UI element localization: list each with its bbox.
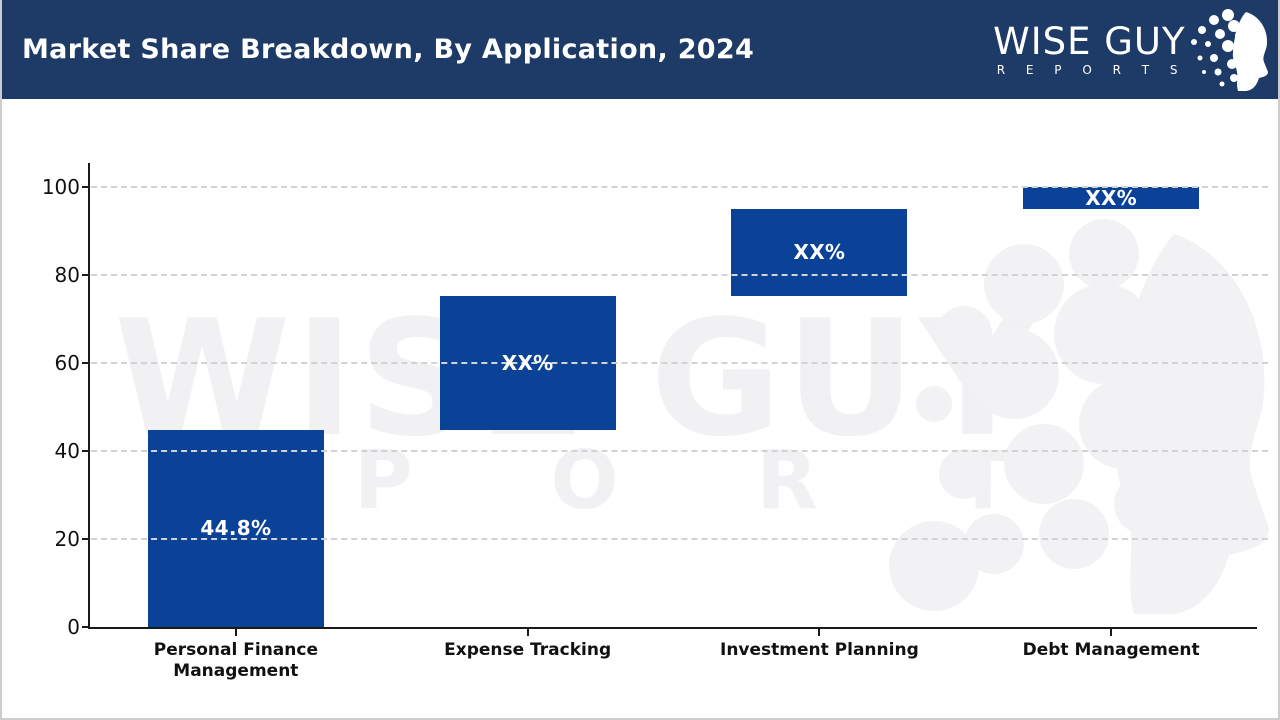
watermark-face-icon (889, 219, 1269, 614)
bar-value-label-expense-tracking: XX% (501, 350, 554, 375)
x-tick-mark-personal-finance-management (234, 629, 237, 636)
x-axis-line (88, 627, 1257, 629)
header-bar: Market Share Breakdown, By Application, … (2, 0, 1278, 99)
bar-personal-finance-management (147, 429, 324, 627)
y-tick-mark-80 (82, 274, 89, 276)
logo-wordmark: WISE GUY (993, 19, 1186, 63)
x-tick-mark-debt-management (1110, 629, 1113, 636)
y-tick-label-60: 60 (54, 351, 80, 375)
chart-title: Market Share Breakdown, By Application, … (22, 34, 755, 65)
bar-value-label-investment-planning: XX% (793, 240, 846, 265)
x-tick-mark-expense-tracking (526, 629, 529, 636)
y-tick-mark-40 (82, 450, 89, 452)
y-tick-label-0: 0 (67, 615, 80, 639)
bar-investment-planning (731, 209, 908, 296)
x-tick-label-debt-management: Debt Management (1022, 640, 1200, 660)
logo-subtext: R E P O R T S (996, 62, 1186, 77)
x-tick-label-investment-planning: Investment Planning (720, 640, 919, 660)
bar-value-label-personal-finance-management: 44.8% (200, 516, 272, 541)
gridline-80 (91, 274, 1268, 276)
y-tick-mark-0 (82, 626, 89, 628)
y-tick-label-100: 100 (41, 175, 80, 199)
logo-text: WISE GUY R E P O R T S (993, 23, 1186, 77)
gridline-20 (91, 538, 1268, 540)
y-tick-mark-100 (82, 186, 89, 188)
gridline-40 (91, 450, 1268, 452)
chart-area: WISE GUY P O R T S 0 20 40 60 80 100 44.8% XX% X… (2, 99, 1280, 718)
y-axis-line (88, 163, 90, 629)
y-tick-mark-60 (82, 362, 89, 364)
logo-face-icon (1191, 8, 1268, 91)
x-tick-label-personal-finance-management: Personal Finance Management (153, 640, 318, 682)
y-tick-label-80: 80 (54, 263, 80, 287)
gridline-60 (91, 362, 1268, 364)
gridline-100 (91, 186, 1268, 188)
wise-guy-logo: WISE GUY R E P O R T S (993, 8, 1268, 92)
y-tick-label-20: 20 (54, 527, 80, 551)
bar-value-label-debt-management: XX% (1085, 186, 1138, 210)
y-tick-label-40: 40 (54, 439, 80, 463)
x-tick-mark-investment-planning (818, 629, 821, 636)
bar-debt-management (1023, 187, 1200, 209)
x-tick-label-expense-tracking: Expense Tracking (444, 640, 612, 660)
y-tick-mark-20 (82, 538, 89, 540)
